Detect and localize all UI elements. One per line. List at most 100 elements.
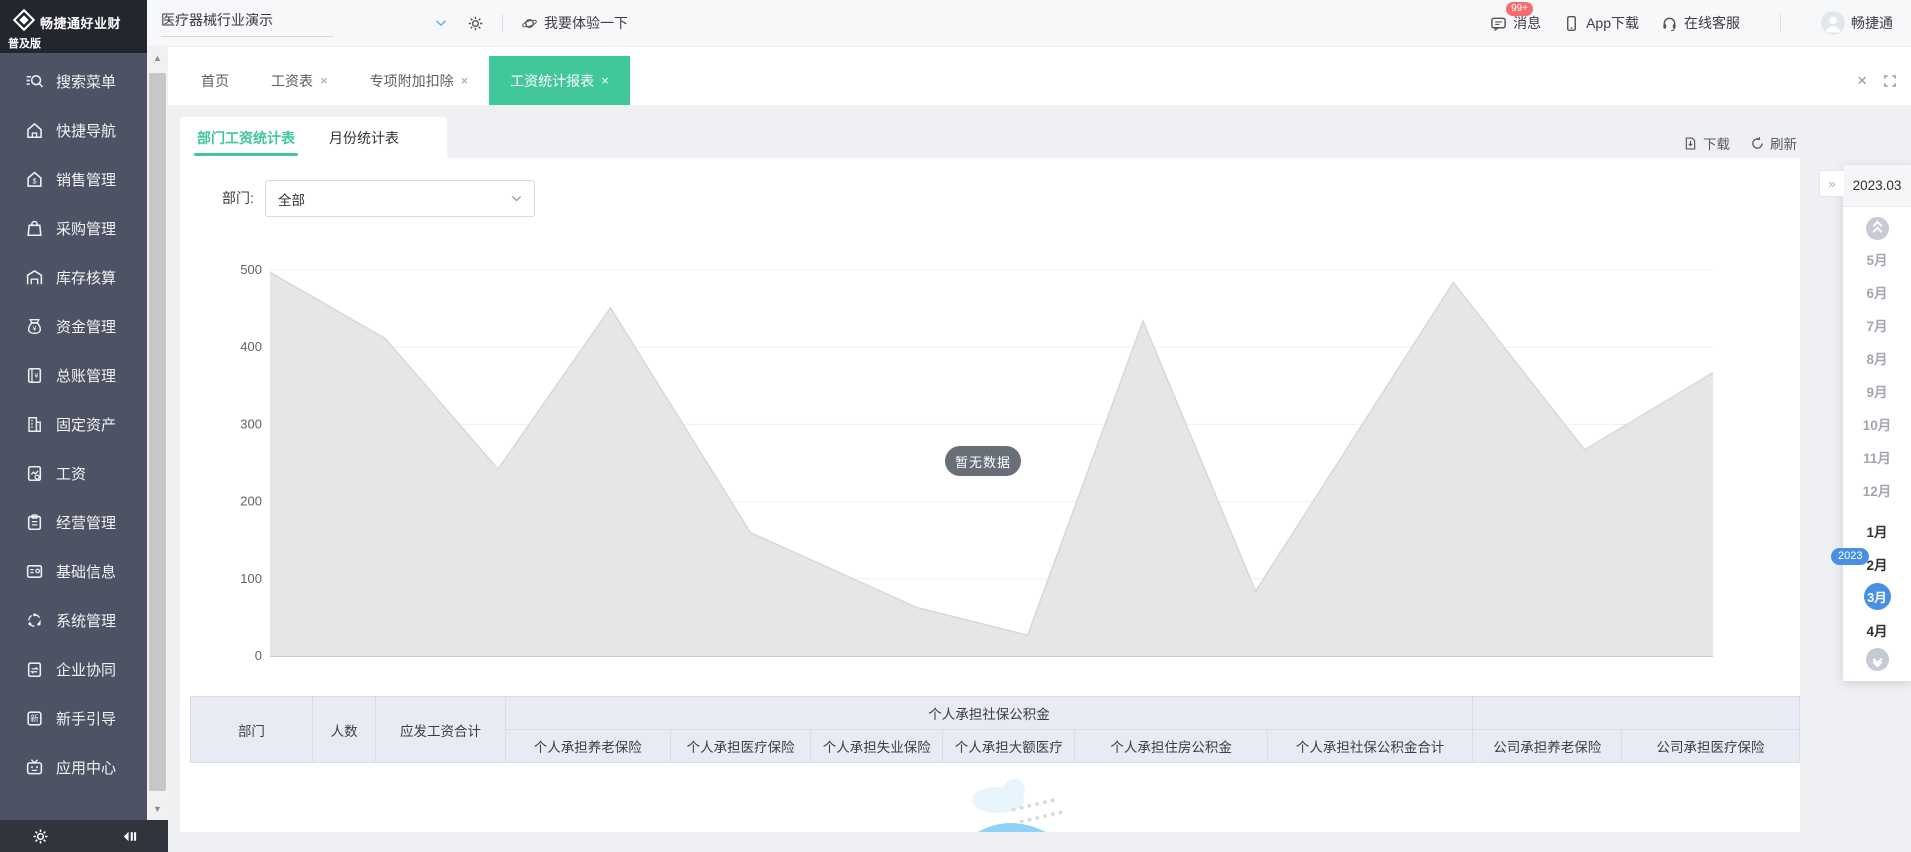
scrollbar-thumb[interactable] (149, 73, 166, 791)
sidebar-item-fixed-assets[interactable]: 固定资产 (0, 400, 147, 449)
messages-count-badge: 99+ (1506, 2, 1534, 16)
refresh-label: 刷新 (1770, 137, 1797, 152)
collaboration-icon (27, 662, 42, 678)
settings-gear-icon[interactable] (32, 828, 49, 845)
month-label: 7月 (1866, 318, 1888, 334)
department-select-value: 全部 (278, 192, 305, 208)
month-item-12月[interactable]: 12月 (1843, 473, 1911, 506)
sidebar-item-ledger[interactable]: ¥ 总账管理 (0, 351, 147, 400)
tab-首页[interactable]: 首页 (180, 56, 250, 105)
month-list: 2023 5月 6月 7月 8月 9月 10月 11月 12月 1月 2月 3月 4月 (1831, 207, 1911, 673)
download-button[interactable]: 下载 (1683, 133, 1730, 153)
sidebar-item-sales[interactable]: $ 销售管理 (0, 155, 147, 204)
messages-button[interactable]: 99+ 消息 (1490, 2, 1541, 33)
sidebar: 搜索菜单快捷导航 $ 销售管理采购管理库存核算 ¥ 资金管理 ¥ 总账管理 固定资产工资经营管… (0, 53, 147, 820)
org-settings-gear-icon[interactable] (467, 15, 484, 32)
month-item-3月-active[interactable]: 3月 (1843, 580, 1911, 613)
app-title: 畅捷通好业财 (40, 16, 122, 31)
month-item-8月[interactable]: 8月 (1843, 341, 1911, 374)
close-tabs-icon[interactable]: × (1857, 71, 1867, 90)
tabbar-tools: × (1857, 72, 1911, 105)
app-logo-icon (13, 9, 35, 31)
quick-nav-icon (27, 122, 42, 139)
month-item-4月[interactable]: 4月 (1843, 613, 1911, 646)
month-item-9月[interactable]: 9月 (1843, 374, 1911, 407)
sidebar-item-label: 采购管理 (56, 221, 117, 238)
sidebar-item-search-menu[interactable]: 搜索菜单 (0, 57, 147, 106)
report-content-card: 部门: 全部 0 100 200 300 400 500 暂无数据 部门 人数 应发工资合计个… (180, 158, 1800, 832)
scroll-down-arrow[interactable]: ▼ (153, 804, 162, 814)
month-label: 11月 (1863, 450, 1891, 466)
y-tick-label: 200 (240, 494, 262, 509)
experience-link[interactable]: 我要体验一下 (521, 13, 628, 33)
month-label: 5月 (1866, 252, 1888, 268)
subtab-label: 月份统计表 (329, 129, 399, 146)
tab-label: 首页 (201, 72, 229, 89)
tab-label: 工资表 (271, 72, 313, 89)
sidebar-item-inventory[interactable]: 库存核算 (0, 253, 147, 302)
month-label: 4月 (1866, 623, 1888, 639)
sidebar-item-collaboration[interactable]: 企业协同 (0, 645, 147, 694)
month-item-10月[interactable]: 10月 (1843, 407, 1911, 440)
month-item-7月[interactable]: 7月 (1843, 308, 1911, 341)
sidebar-item-salary[interactable]: 工资 (0, 449, 147, 498)
sidebar-item-newbie-guide[interactable]: 新 新手引导 (0, 694, 147, 743)
organization-select[interactable]: 医疗器械行业演示 (161, 10, 449, 37)
tab-bar: 首页 工资表 × 专项附加扣除 × 工资统计报表 × × (168, 47, 1911, 105)
department-select[interactable]: 全部 (265, 180, 535, 217)
experience-label: 我要体验一下 (544, 15, 628, 31)
sidebar-item-label: 库存核算 (56, 270, 117, 287)
no-data-badge: 暂无数据 (945, 446, 1021, 476)
months-scroll-down-button[interactable] (1865, 648, 1889, 671)
app-download-button[interactable]: App下载 (1563, 13, 1639, 33)
sidebar-item-system[interactable]: 系统管理 (0, 596, 147, 645)
refresh-button[interactable]: 刷新 (1750, 133, 1797, 153)
sidebar-item-app-center[interactable]: 应用中心 (0, 743, 147, 792)
salary-icon (27, 465, 42, 482)
online-service-button[interactable]: 在线客服 (1661, 13, 1740, 33)
y-tick-label: 100 (240, 571, 262, 586)
months-scroll-up-button[interactable] (1865, 217, 1889, 240)
fullscreen-icon[interactable] (1883, 74, 1897, 88)
month-label: 10月 (1862, 417, 1892, 433)
planet-icon (522, 18, 537, 28)
table-subheader-个人承担大额医疗: 个人承担大额医疗 (942, 729, 1076, 763)
sidebar-item-purchase[interactable]: 采购管理 (0, 204, 147, 253)
month-item-6月[interactable]: 6月 (1843, 275, 1911, 308)
month-item-5月[interactable]: 5月 (1843, 242, 1911, 275)
operations-icon (27, 514, 42, 531)
sidebar-item-label: 搜索菜单 (56, 74, 117, 91)
chart-svg: 0 100 200 300 400 500 (240, 262, 1714, 660)
scroll-up-arrow[interactable]: ▲ (153, 53, 162, 63)
purchase-icon (27, 220, 42, 237)
tab-工资表[interactable]: 工资表 × (250, 56, 349, 105)
month-item-1月[interactable]: 1月 (1843, 514, 1911, 547)
sidebar-item-label: 工资 (56, 466, 87, 483)
divider (502, 14, 503, 32)
collapse-sidebar-icon[interactable] (121, 828, 138, 845)
tab-close-icon[interactable]: × (601, 73, 609, 88)
tab-工资统计报表[interactable]: 工资统计报表 × (489, 56, 630, 105)
tab-close-icon[interactable]: × (320, 73, 328, 88)
month-item-11月[interactable]: 11月 (1843, 440, 1911, 473)
area-outline (269, 271, 1714, 637)
table-header-部门: 部门 (190, 696, 313, 763)
tab-专项附加扣除[interactable]: 专项附加扣除 × (349, 56, 490, 105)
sidebar-item-base-info[interactable]: 基础信息 (0, 547, 147, 596)
report-toolbar: 下载 刷新 (1683, 131, 1797, 155)
month-item-2月[interactable]: 2月 (1843, 547, 1911, 580)
tab-close-icon[interactable]: × (460, 73, 469, 88)
subtab-月份统计表[interactable]: 月份统计表 (312, 117, 416, 158)
top-bar: 医疗器械行业演示 我要体验一下 99+ 消息 (147, 0, 1911, 47)
sidebar-item-operations[interactable]: 经营管理 (0, 498, 147, 547)
subtab-部门工资统计表[interactable]: 部门工资统计表 (180, 117, 312, 158)
report-subtabs: 部门工资统计表 月份统计表 (180, 117, 447, 158)
sidebar-item-funds[interactable]: ¥ 资金管理 (0, 302, 147, 351)
user-menu[interactable]: 畅捷通 (1821, 11, 1893, 35)
panel-expand-button[interactable]: » (1819, 170, 1844, 197)
sidebar-item-quick-nav[interactable]: 快捷导航 (0, 106, 147, 155)
month-label: 1月 (1866, 524, 1888, 540)
year-badge: 2023 (1831, 548, 1870, 565)
active-month-bubble: 3月 (1863, 583, 1891, 610)
table-header-应发工资合计: 应发工资合计 (375, 696, 506, 763)
